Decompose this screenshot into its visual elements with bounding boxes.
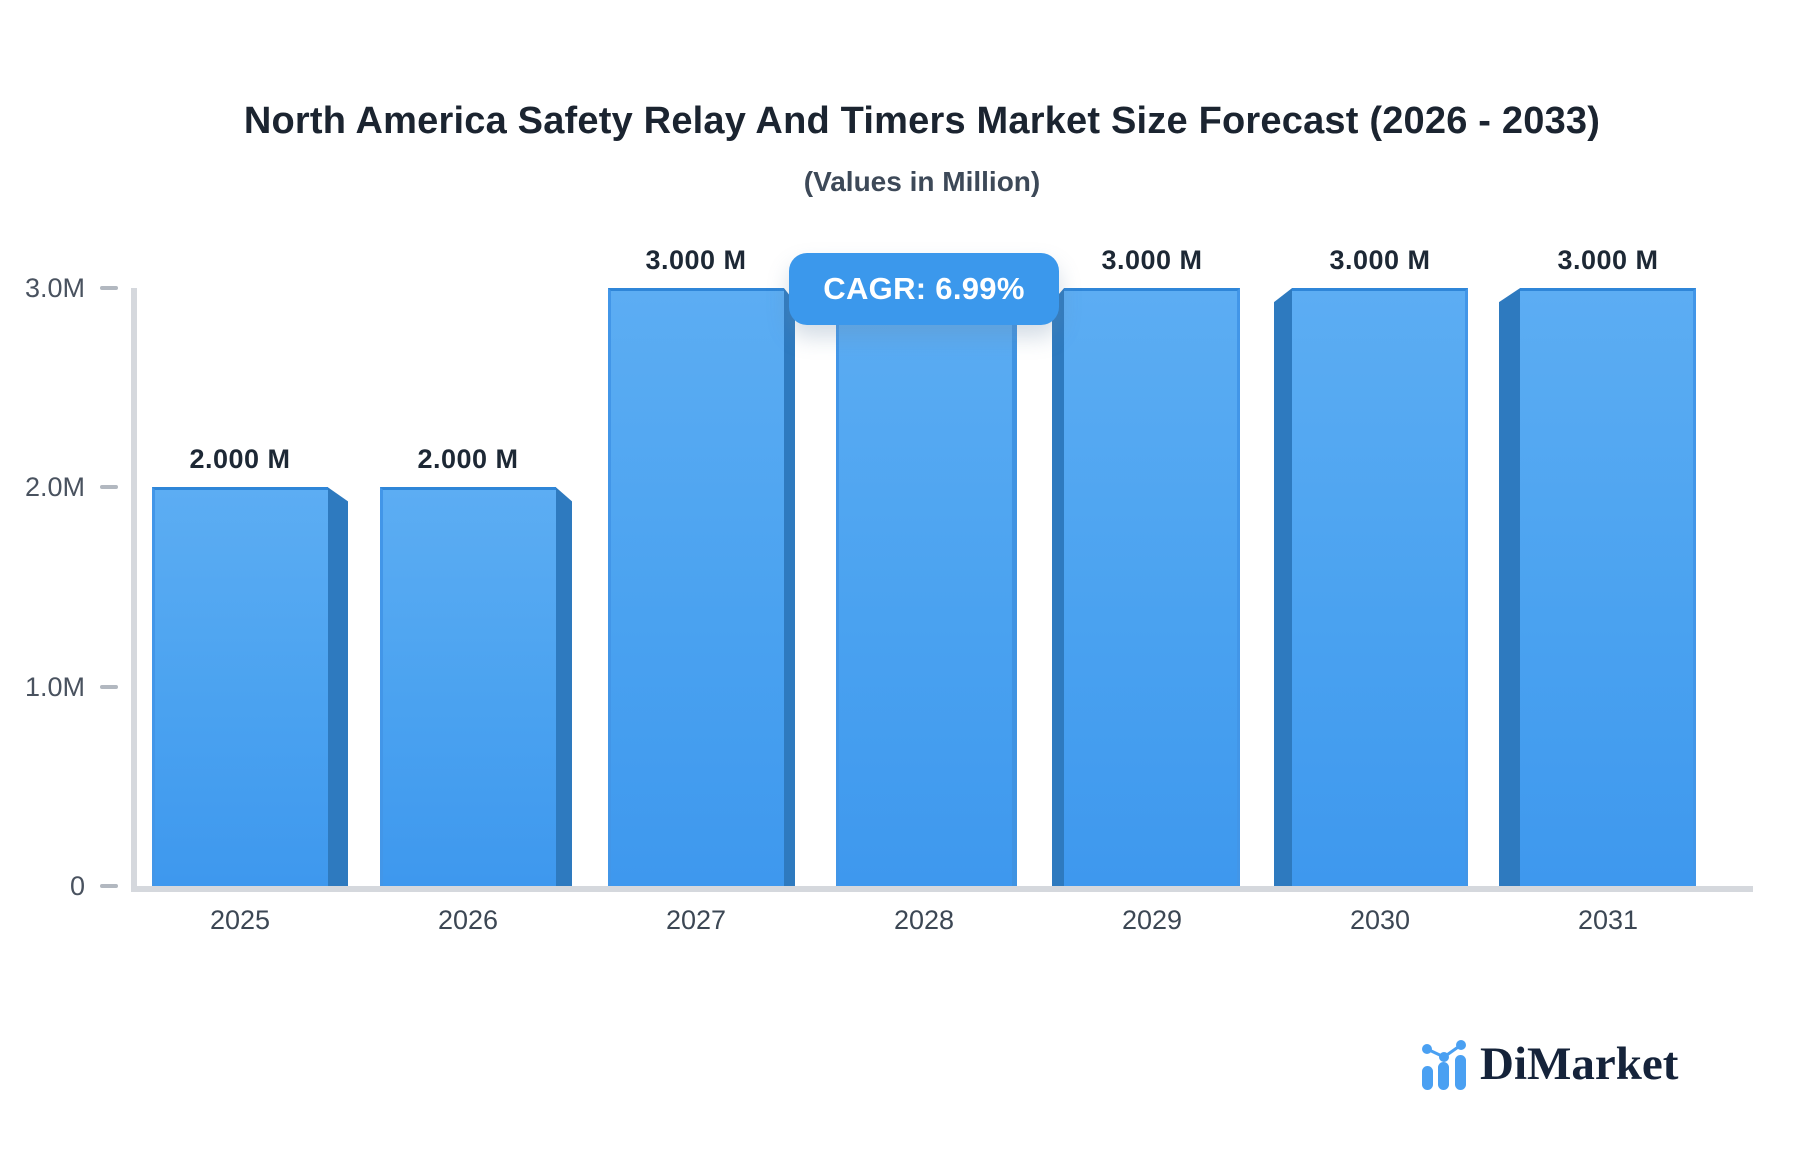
bar-2028 [836, 288, 1012, 886]
bar-2031 [1520, 288, 1696, 886]
bar-2025-side-face [328, 487, 348, 886]
bar-2025 [152, 487, 328, 886]
bar-2028-side-face [1012, 288, 1017, 886]
bar-2030-side-face [1274, 288, 1292, 886]
bar-2026 [380, 487, 556, 886]
bar-2027 [608, 288, 784, 886]
x-tick-label-2026: 2026 [437, 905, 499, 935]
bar-2031-side-face [1499, 288, 1520, 886]
x-tick-label-2027: 2027 [665, 905, 727, 935]
bar-chart-trend-icon [1418, 1038, 1468, 1090]
bar-value-label-2029: 3.000 M [1101, 245, 1203, 276]
y-tick-label-1.0M: 1.0M [24, 671, 85, 702]
bar-2029 [1064, 288, 1240, 886]
bar-2030 [1292, 288, 1468, 886]
bar-2027-side-face [784, 288, 795, 886]
y-tick-label-2.0M: 2.0M [24, 472, 85, 503]
bar-2029-side-face [1052, 288, 1064, 886]
y-tick-2.0M [100, 485, 118, 490]
y-tick-1.0M [100, 684, 118, 689]
y-tick-label-0: 0 [69, 871, 85, 901]
bar-value-label-2027: 3.000 M [645, 245, 747, 276]
x-tick-label-2028: 2028 [893, 905, 955, 935]
x-tick-label-2029: 2029 [1121, 905, 1183, 935]
cagr-badge-label: CAGR: 6.99% [823, 271, 1025, 306]
y-tick-label-3.0M: 3.0M [24, 273, 85, 304]
y-axis-line [131, 288, 137, 892]
chart-subtitle: (Values in Million) [803, 166, 1041, 197]
bar-value-label-2025: 2.000 M [189, 444, 291, 475]
bar-value-label-2031: 3.000 M [1557, 245, 1659, 276]
bar-2026-side-face [556, 487, 572, 886]
y-tick-0 [100, 884, 118, 888]
y-tick-3.0M [100, 286, 118, 291]
cagr-badge: CAGR: 6.99% [789, 253, 1059, 325]
x-tick-label-2030: 2030 [1349, 905, 1411, 935]
x-tick-label-2031: 2031 [1577, 905, 1639, 935]
brand-logo-text: DiMarket [1480, 1038, 1679, 1090]
chart-title: North America Safety Relay And Timers Ma… [243, 100, 1601, 142]
x-axis-line [131, 886, 1753, 892]
bar-value-label-2026: 2.000 M [417, 444, 519, 475]
x-tick-label-2025: 2025 [209, 905, 271, 935]
bar-value-label-2030: 3.000 M [1329, 245, 1431, 276]
brand-logo: DiMarket [1418, 1038, 1678, 1090]
